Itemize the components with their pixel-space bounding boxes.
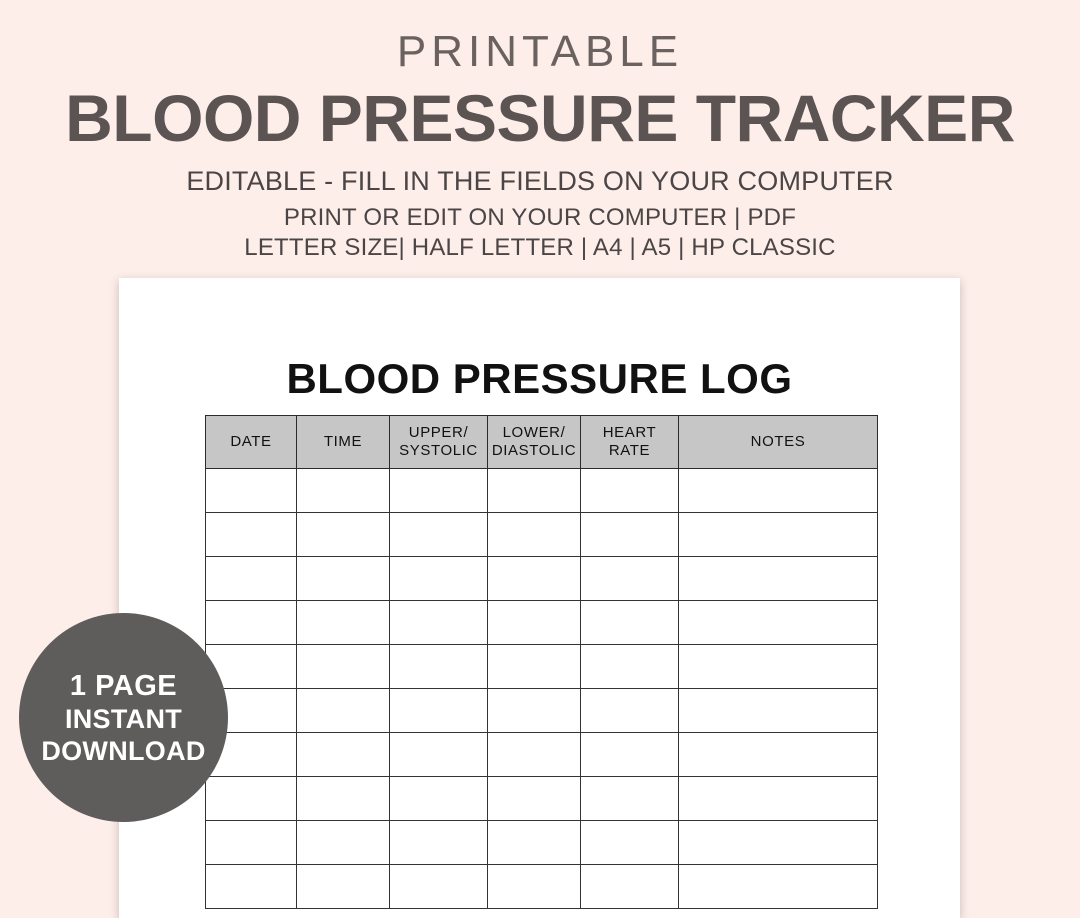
table-row[interactable] (205, 468, 878, 513)
table-cell-upper[interactable] (389, 732, 488, 777)
table-cell-upper[interactable] (389, 688, 488, 733)
table-cell-time[interactable] (296, 600, 390, 645)
table-row[interactable] (205, 864, 878, 909)
table-cell-heart[interactable] (580, 512, 679, 557)
table-header-row: DATE TIME UPPER/ SYSTOLIC LOWER/ DIASTOL… (205, 415, 878, 469)
table-cell-date[interactable] (205, 820, 297, 865)
badge-line-pages: 1 PAGE (69, 669, 178, 702)
promo-header: PRINTABLE BLOOD PRESSURE TRACKER EDITABL… (0, 0, 1080, 263)
table-row[interactable] (205, 512, 878, 557)
table-cell-heart[interactable] (580, 556, 679, 601)
table-cell-notes[interactable] (678, 864, 878, 909)
table-cell-date[interactable] (205, 864, 297, 909)
log-table-container: DATE TIME UPPER/ SYSTOLIC LOWER/ DIASTOL… (205, 415, 878, 909)
table-row[interactable] (205, 820, 878, 865)
promo-eyebrow: PRINTABLE (396, 27, 684, 76)
table-cell-upper[interactable] (389, 468, 488, 513)
table-cell-notes[interactable] (678, 556, 878, 601)
table-cell-upper[interactable] (389, 864, 488, 909)
table-cell-upper[interactable] (389, 556, 488, 601)
table-cell-notes[interactable] (678, 732, 878, 777)
table-cell-heart[interactable] (580, 864, 679, 909)
table-cell-time[interactable] (296, 732, 390, 777)
badge-line-download: DOWNLOAD (41, 735, 206, 766)
table-header: DATE TIME UPPER/ SYSTOLIC LOWER/ DIASTOL… (205, 415, 878, 469)
table-cell-upper[interactable] (389, 644, 488, 689)
table-cell-heart[interactable] (580, 732, 679, 777)
badge-line-instant: INSTANT (64, 703, 183, 734)
table-cell-lower[interactable] (487, 776, 581, 821)
table-cell-lower[interactable] (487, 820, 581, 865)
table-cell-lower[interactable] (487, 688, 581, 733)
instant-download-badge: 1 PAGE INSTANT DOWNLOAD (19, 613, 228, 822)
column-header-upper-systolic: UPPER/ SYSTOLIC (389, 415, 488, 469)
table-cell-lower[interactable] (487, 512, 581, 557)
table-cell-upper[interactable] (389, 600, 488, 645)
table-row[interactable] (205, 556, 878, 601)
table-cell-lower[interactable] (487, 600, 581, 645)
table-cell-upper[interactable] (389, 776, 488, 821)
column-header-date-label: DATE (230, 433, 272, 450)
table-cell-upper[interactable] (389, 512, 488, 557)
column-header-lower-line2: DIASTOLIC (491, 442, 577, 459)
column-header-heart-line2: RATE (608, 442, 651, 459)
table-cell-time[interactable] (296, 688, 390, 733)
blood-pressure-log-table: DATE TIME UPPER/ SYSTOLIC LOWER/ DIASTOL… (205, 415, 878, 909)
sheet-title: BLOOD PRESSURE LOG (286, 355, 793, 402)
table-cell-notes[interactable] (678, 776, 878, 821)
table-cell-date[interactable] (205, 556, 297, 601)
column-header-lower-diastolic: LOWER/ DIASTOLIC (487, 415, 581, 469)
table-row[interactable] (205, 688, 878, 733)
table-cell-lower[interactable] (487, 644, 581, 689)
table-cell-date[interactable] (205, 468, 297, 513)
table-cell-time[interactable] (296, 468, 390, 513)
column-header-time-label: TIME (323, 433, 363, 450)
table-cell-lower[interactable] (487, 864, 581, 909)
table-cell-notes[interactable] (678, 820, 878, 865)
table-cell-heart[interactable] (580, 468, 679, 513)
table-cell-time[interactable] (296, 556, 390, 601)
column-header-notes-label: NOTES (750, 433, 806, 450)
printable-sheet: BLOOD PRESSURE LOG DATE TIME (119, 278, 960, 918)
column-header-heart-line1: HEART (602, 424, 657, 441)
table-cell-upper[interactable] (389, 820, 488, 865)
table-body (205, 468, 878, 909)
promo-subtitle-formats: PRINT OR EDIT ON YOUR COMPUTER | PDF (283, 204, 797, 231)
table-cell-lower[interactable] (487, 732, 581, 777)
table-cell-lower[interactable] (487, 556, 581, 601)
column-header-notes: NOTES (678, 415, 878, 469)
table-cell-date[interactable] (205, 600, 297, 645)
page-title: BLOOD PRESSURE TRACKER (65, 81, 1015, 155)
column-header-heart-rate: HEART RATE (580, 415, 679, 469)
table-cell-notes[interactable] (678, 600, 878, 645)
promo-subtitle-editable: EDITABLE - FILL IN THE FIELDS ON YOUR CO… (186, 166, 894, 196)
table-cell-heart[interactable] (580, 820, 679, 865)
promo-subtitle-sizes: LETTER SIZE| HALF LETTER | A4 | A5 | HP … (244, 234, 836, 261)
table-row[interactable] (205, 732, 878, 777)
table-cell-lower[interactable] (487, 468, 581, 513)
table-row[interactable] (205, 600, 878, 645)
table-cell-time[interactable] (296, 512, 390, 557)
table-cell-date[interactable] (205, 776, 297, 821)
table-cell-notes[interactable] (678, 468, 878, 513)
table-cell-time[interactable] (296, 820, 390, 865)
table-cell-heart[interactable] (580, 600, 679, 645)
table-cell-time[interactable] (296, 776, 390, 821)
column-header-time: TIME (296, 415, 390, 469)
column-header-upper-line1: UPPER/ (408, 424, 469, 441)
table-cell-notes[interactable] (678, 512, 878, 557)
table-cell-notes[interactable] (678, 688, 878, 733)
table-cell-heart[interactable] (580, 776, 679, 821)
table-row[interactable] (205, 776, 878, 821)
table-cell-heart[interactable] (580, 644, 679, 689)
table-cell-time[interactable] (296, 864, 390, 909)
column-header-lower-line1: LOWER/ (502, 424, 566, 441)
table-row[interactable] (205, 644, 878, 689)
table-cell-time[interactable] (296, 644, 390, 689)
column-header-date: DATE (205, 415, 297, 469)
table-cell-date[interactable] (205, 512, 297, 557)
table-cell-notes[interactable] (678, 644, 878, 689)
column-header-upper-line2: SYSTOLIC (399, 442, 478, 459)
table-cell-heart[interactable] (580, 688, 679, 733)
